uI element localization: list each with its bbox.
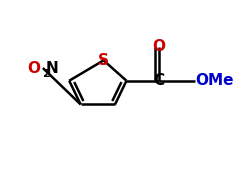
Text: O: O [152, 39, 165, 54]
Text: S: S [98, 53, 109, 68]
Text: O: O [27, 61, 41, 76]
Text: C: C [153, 73, 164, 88]
Text: OMe: OMe [195, 73, 234, 88]
Text: N: N [45, 61, 58, 76]
Text: 2: 2 [42, 69, 50, 79]
